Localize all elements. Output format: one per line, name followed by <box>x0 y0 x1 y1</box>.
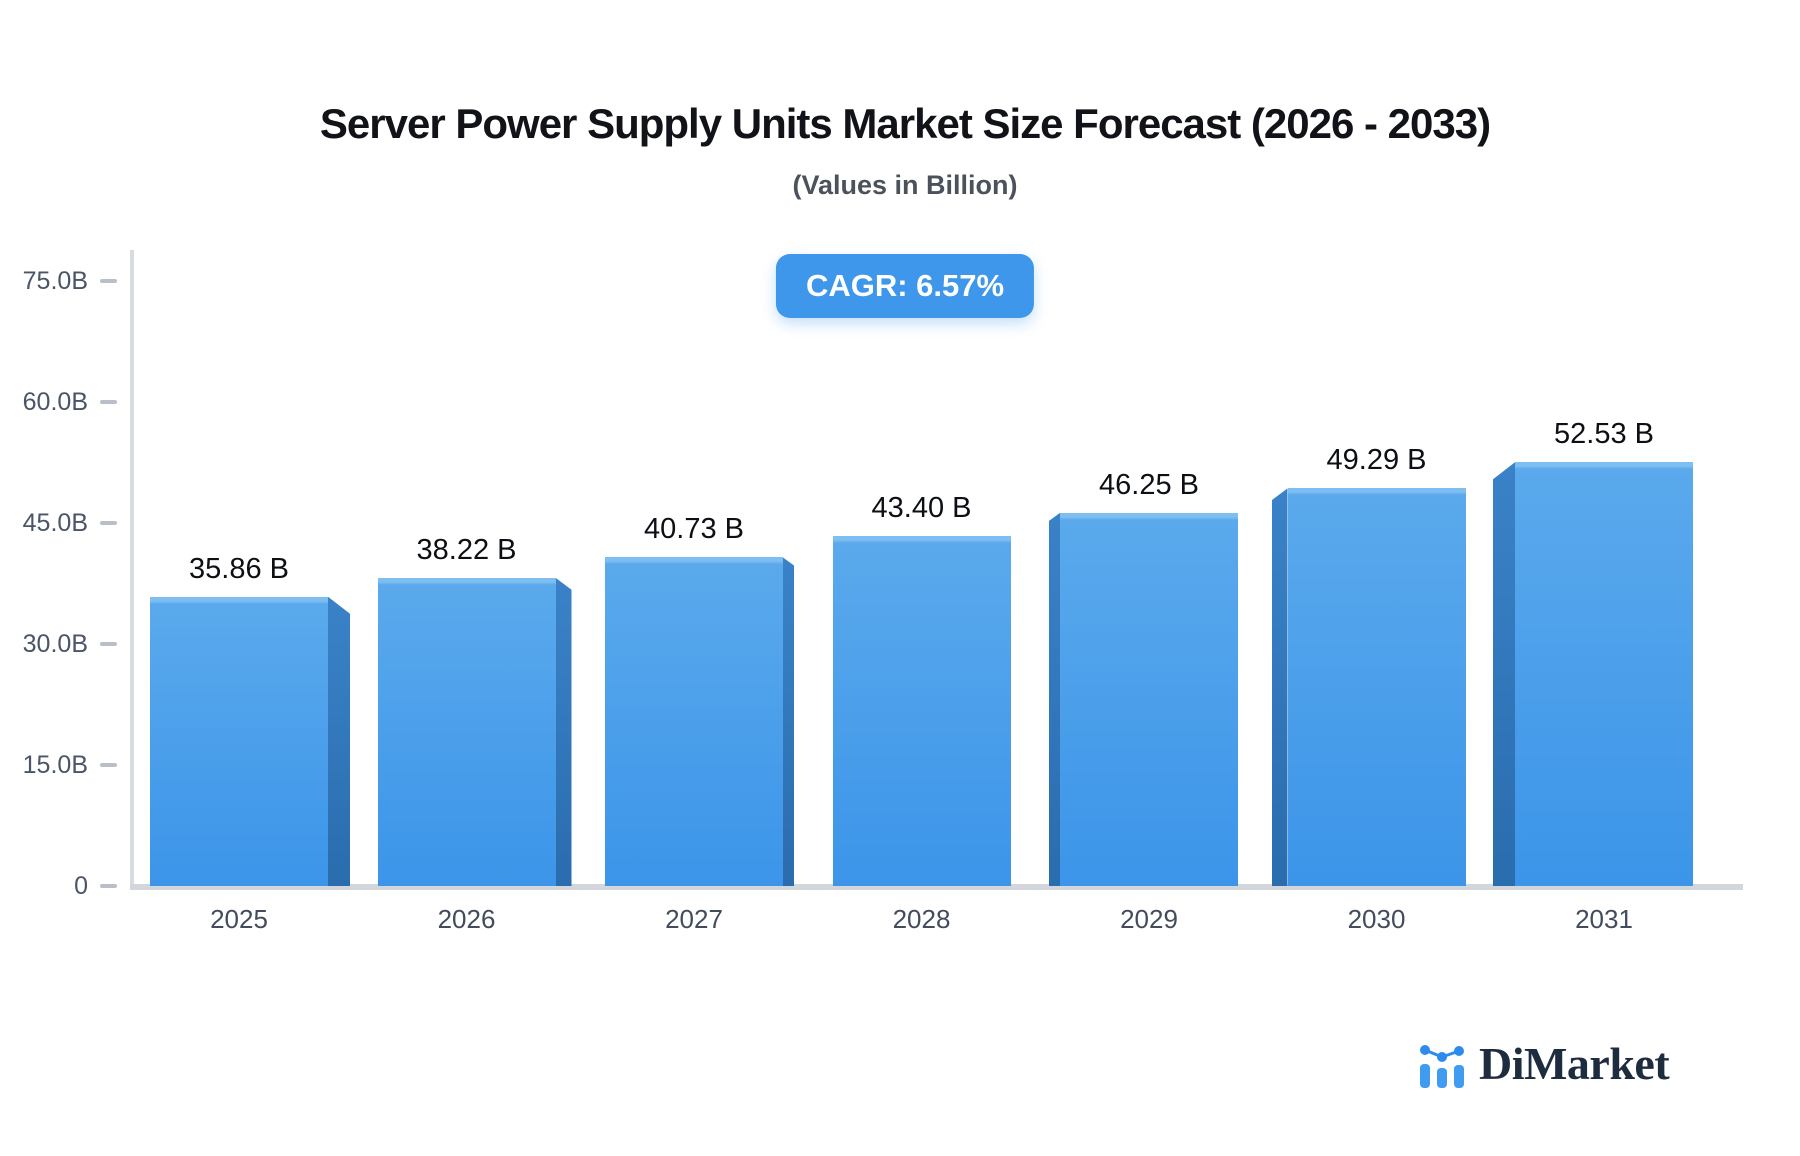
x-tick-label: 2025 <box>210 904 268 934</box>
y-tick-mark <box>100 642 117 646</box>
y-tick-mark <box>100 279 117 283</box>
brand-name: DiMarket <box>1479 1038 1670 1089</box>
cagr-badge: CAGR: 6.57% <box>775 254 1035 318</box>
y-tick-label: 75.0B <box>22 267 88 295</box>
bar-value-label: 49.29 B <box>1326 444 1427 477</box>
y-tick-mark <box>100 763 117 767</box>
y-tick-mark <box>100 521 117 525</box>
y-tick-label: 30.0B <box>22 630 88 658</box>
bar-3d-side <box>1271 488 1288 886</box>
x-tick-label: 2027 <box>665 904 723 934</box>
bar-3d-side <box>783 557 794 886</box>
bar-3d-side <box>555 577 572 886</box>
bar <box>1060 512 1238 886</box>
y-tick-mark <box>100 884 117 888</box>
y-axis-line <box>130 250 134 889</box>
brand-logo: DiMarket <box>1418 1038 1670 1089</box>
bar-value-label: 38.22 B <box>416 533 517 566</box>
x-tick-label: 2031 <box>1575 904 1633 934</box>
bar-value-label: 52.53 B <box>1554 418 1654 451</box>
y-tick-label: 0 <box>74 872 88 900</box>
y-tick-label: 15.0B <box>22 751 88 779</box>
chart-title: Server Power Supply Units Market Size Fo… <box>319 100 1491 147</box>
bar-3d-side <box>1049 512 1060 886</box>
cagr-badge-label: CAGR: 6.57% <box>805 268 1005 303</box>
bar <box>150 596 328 886</box>
y-tick-label: 45.0B <box>22 509 88 537</box>
bar <box>832 535 1011 886</box>
x-axis-line <box>130 884 1743 890</box>
x-tick-label: 2030 <box>1347 904 1406 934</box>
y-tick-label: 60.0B <box>22 388 88 416</box>
chart-subtitle: (Values in Billion) <box>792 170 1018 200</box>
x-tick-label: 2026 <box>437 904 496 934</box>
bar <box>1515 462 1693 886</box>
bar-value-label: 46.25 B <box>1099 468 1199 501</box>
x-tick-label: 2029 <box>1120 904 1178 934</box>
y-tick-mark <box>100 400 117 404</box>
bar-chart-logo-icon <box>1420 1045 1464 1088</box>
bar <box>1287 488 1466 886</box>
x-tick-label: 2028 <box>892 904 951 934</box>
bar-3d-side <box>1493 462 1515 886</box>
bar <box>605 557 783 886</box>
bar-value-label: 40.73 B <box>644 513 744 546</box>
bar <box>377 577 556 886</box>
bar-3d-side <box>328 596 350 886</box>
bar-value-label: 35.86 B <box>189 552 289 585</box>
bar-value-label: 43.40 B <box>871 491 972 524</box>
